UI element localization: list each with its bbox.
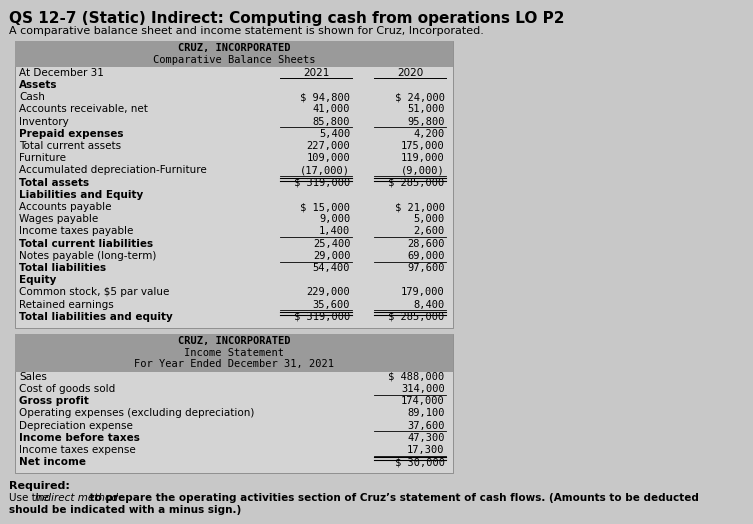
Text: Cost of goods sold: Cost of goods sold [19,384,115,394]
Text: At December 31: At December 31 [19,68,104,78]
Text: 35,600: 35,600 [312,300,350,310]
Text: 8,400: 8,400 [413,300,445,310]
Text: 51,000: 51,000 [407,104,445,114]
Text: 95,800: 95,800 [407,117,445,127]
Text: Net income: Net income [19,457,86,467]
Text: $ 285,000: $ 285,000 [389,312,445,322]
Text: Cash: Cash [19,92,44,102]
Text: $ 15,000: $ 15,000 [300,202,350,212]
Text: 41,000: 41,000 [312,104,350,114]
Text: 28,600: 28,600 [407,238,445,249]
Text: Liabilities and Equity: Liabilities and Equity [19,190,143,200]
Text: Retained earnings: Retained earnings [19,300,114,310]
Text: Total assets: Total assets [19,178,89,188]
Text: $ 285,000: $ 285,000 [389,178,445,188]
FancyBboxPatch shape [16,41,453,328]
Text: 229,000: 229,000 [306,288,350,298]
Text: Total current assets: Total current assets [19,141,121,151]
Text: 54,400: 54,400 [312,263,350,273]
Text: 2,600: 2,600 [413,226,445,236]
Text: Wages payable: Wages payable [19,214,98,224]
Text: 69,000: 69,000 [407,251,445,261]
Text: $ 94,800: $ 94,800 [300,92,350,102]
Text: 9,000: 9,000 [319,214,350,224]
Text: Sales: Sales [19,372,47,382]
Text: 1,400: 1,400 [319,226,350,236]
Text: Required:: Required: [8,482,69,492]
Text: Notes payable (long-term): Notes payable (long-term) [19,251,157,261]
Text: CRUZ, INCORPORATED: CRUZ, INCORPORATED [178,336,291,346]
Text: 2021: 2021 [303,68,329,78]
Text: Total liabilities: Total liabilities [19,263,106,273]
Text: $ 24,000: $ 24,000 [395,92,445,102]
Text: A comparative balance sheet and income statement is shown for Cruz, Incorporated: A comparative balance sheet and income s… [8,26,483,36]
Text: Accounts payable: Accounts payable [19,202,111,212]
Text: 2020: 2020 [398,68,423,78]
Text: $ 21,000: $ 21,000 [395,202,445,212]
Text: Gross profit: Gross profit [19,396,89,406]
Text: 25,400: 25,400 [312,238,350,249]
Text: Use the: Use the [8,494,52,504]
Text: 4,200: 4,200 [413,129,445,139]
Text: 37,600: 37,600 [407,421,445,431]
Text: 179,000: 179,000 [401,288,445,298]
Text: 5,400: 5,400 [319,129,350,139]
Text: Income before taxes: Income before taxes [19,433,140,443]
Text: 314,000: 314,000 [401,384,445,394]
Text: 109,000: 109,000 [306,153,350,163]
Text: Assets: Assets [19,80,57,90]
Text: Total liabilities and equity: Total liabilities and equity [19,312,172,322]
Text: 175,000: 175,000 [401,141,445,151]
Text: Equity: Equity [19,275,56,285]
Text: Income taxes payable: Income taxes payable [19,226,133,236]
Text: Income Statement: Income Statement [184,347,285,358]
Text: $ 30,000: $ 30,000 [395,457,445,467]
Text: $ 319,000: $ 319,000 [294,178,350,188]
Text: Comparative Balance Sheets: Comparative Balance Sheets [153,54,316,64]
Text: Total current liabilities: Total current liabilities [19,238,153,249]
Text: Accumulated depreciation-Furniture: Accumulated depreciation-Furniture [19,166,206,176]
Text: For Year Ended December 31, 2021: For Year Ended December 31, 2021 [134,359,334,369]
Text: QS 12-7 (Static) Indirect: Computing cash from operations LO P2: QS 12-7 (Static) Indirect: Computing cas… [8,11,564,26]
Text: indirect method: indirect method [35,494,117,504]
Text: 97,600: 97,600 [407,263,445,273]
Text: 47,300: 47,300 [407,433,445,443]
Text: 227,000: 227,000 [306,141,350,151]
Text: 89,100: 89,100 [407,409,445,419]
Text: (17,000): (17,000) [300,166,350,176]
Text: (9,000): (9,000) [401,166,445,176]
Text: Common stock, $5 par value: Common stock, $5 par value [19,288,169,298]
Text: to prepare the operating activities section of Cruz’s statement of cash flows. (: to prepare the operating activities sect… [86,494,699,504]
FancyBboxPatch shape [16,334,453,372]
Text: 29,000: 29,000 [312,251,350,261]
Text: Furniture: Furniture [19,153,66,163]
Text: 85,800: 85,800 [312,117,350,127]
Text: 119,000: 119,000 [401,153,445,163]
Text: CRUZ, INCORPORATED: CRUZ, INCORPORATED [178,43,291,53]
Text: Income taxes expense: Income taxes expense [19,445,136,455]
Text: $ 319,000: $ 319,000 [294,312,350,322]
Text: Inventory: Inventory [19,117,69,127]
Text: Depreciation expense: Depreciation expense [19,421,133,431]
Text: should be indicated with a minus sign.): should be indicated with a minus sign.) [8,506,241,516]
Text: Accounts receivable, net: Accounts receivable, net [19,104,148,114]
Text: 5,000: 5,000 [413,214,445,224]
FancyBboxPatch shape [16,334,453,474]
Text: Prepaid expenses: Prepaid expenses [19,129,123,139]
Text: Operating expenses (excluding depreciation): Operating expenses (excluding depreciati… [19,409,255,419]
FancyBboxPatch shape [16,41,453,67]
Text: $ 488,000: $ 488,000 [389,372,445,382]
Text: 17,300: 17,300 [407,445,445,455]
Text: 174,000: 174,000 [401,396,445,406]
